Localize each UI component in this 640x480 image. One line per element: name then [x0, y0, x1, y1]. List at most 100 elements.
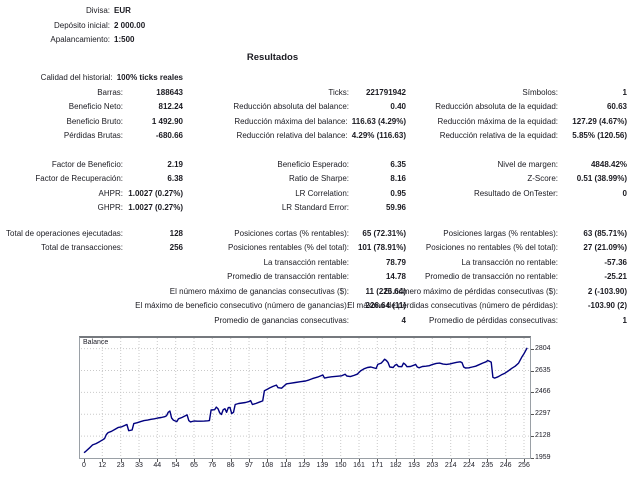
x-axis-label: 224	[463, 462, 475, 469]
x-axis-label: 44	[153, 462, 161, 469]
x-axis-label: 97	[245, 462, 253, 469]
block-gap	[0, 144, 627, 158]
stat-value: 1	[562, 314, 627, 329]
y-axis-label: 2297	[535, 410, 551, 417]
stat-label: Símbolos:	[0, 86, 558, 101]
stat-row-empty	[0, 71, 627, 86]
stat-row: Posiciones largas (% rentables): 63 (85.…	[0, 227, 627, 242]
stat-value: 27 (21.09%)	[562, 241, 627, 256]
setting-row: Apalancamiento: 1:500	[0, 33, 145, 48]
stat-row: Promedio de pérdidas consecutivas: 1	[0, 314, 627, 329]
y-axis-label: 1959	[535, 454, 551, 461]
stats-column-right: Símbolos: 1 Reducción absoluta de la equ…	[0, 71, 627, 328]
stat-row: Reducción máxima de la equidad: 127.29 (…	[0, 115, 627, 130]
stat-label: Posiciones largas (% rentables):	[0, 227, 558, 242]
x-axis-label: 182	[390, 462, 402, 469]
stat-label: La transacción no rentable:	[0, 256, 558, 271]
x-axis-label: 33	[135, 462, 143, 469]
x-axis-label: 235	[481, 462, 493, 469]
stat-value: -57.36	[562, 256, 627, 271]
x-axis-label: 246	[500, 462, 512, 469]
x-axis-label: 12	[98, 462, 106, 469]
stat-label: Z-Score:	[0, 172, 558, 187]
y-axis-tick	[531, 371, 534, 372]
y-axis-tick	[531, 436, 534, 437]
stat-row: La transacción no rentable: -57.36	[0, 256, 627, 271]
stat-label: Nivel de margen:	[0, 158, 558, 173]
y-axis-tick	[531, 414, 534, 415]
stat-label: El máximo de pérdidas consecutivas (núme…	[0, 299, 558, 314]
stat-value: 60.63	[562, 100, 627, 115]
setting-label: Depósito inicial:	[0, 19, 110, 34]
x-axis-label: 118	[280, 462, 291, 469]
y-axis-label: 2635	[535, 367, 551, 374]
stat-value: 4848.42%	[562, 158, 627, 173]
stat-value: 127.29 (4.67%)	[562, 115, 627, 130]
stat-row: Z-Score: 0.51 (38.99%)	[0, 172, 627, 187]
x-axis-label: 150	[335, 462, 347, 469]
stat-value: -103.90 (2)	[562, 299, 627, 314]
stat-value: -25.21	[562, 270, 627, 285]
stat-value: 1	[562, 86, 627, 101]
x-axis-label: 0	[82, 462, 86, 469]
stat-row: Posiciones no rentables (% del total): 2…	[0, 241, 627, 256]
stat-value: 0.51 (38.99%)	[562, 172, 627, 187]
stat-row: Símbolos: 1	[0, 86, 627, 101]
x-axis-label: 65	[190, 462, 198, 469]
x-axis-label: 203	[426, 462, 438, 469]
setting-row: Depósito inicial: 2 000.00	[0, 19, 145, 34]
setting-label: Apalancamiento:	[0, 33, 110, 48]
results-title: Resultados	[0, 52, 545, 63]
setting-value: EUR	[114, 4, 131, 19]
balance-chart: Balance	[79, 336, 531, 459]
stat-row: Nivel de margen: 4848.42%	[0, 158, 627, 173]
stat-row: Reducción relativa de la equidad: 5.85% …	[0, 129, 627, 144]
stat-label: Resultado de OnTester:	[0, 187, 558, 202]
stat-label: El número máximo de pérdidas consecutiva…	[0, 285, 558, 300]
stat-row: El número máximo de pérdidas consecutiva…	[0, 285, 627, 300]
stat-label: Reducción relativa de la equidad:	[0, 129, 558, 144]
y-axis-tick	[531, 458, 534, 459]
x-axis-label: 129	[298, 462, 310, 469]
y-axis-tick	[531, 392, 534, 393]
x-axis-label: 108	[261, 462, 273, 469]
stat-row-empty	[0, 201, 627, 216]
settings-summary: Divisa: EUR Depósito inicial: 2 000.00 A…	[0, 4, 145, 48]
stat-row: Resultado de OnTester: 0	[0, 187, 627, 202]
stat-label: Reducción máxima de la equidad:	[0, 115, 558, 130]
y-axis-tick	[531, 349, 534, 350]
stat-label: Reducción absoluta de la equidad:	[0, 100, 558, 115]
stat-label: Posiciones no rentables (% del total):	[0, 241, 558, 256]
x-axis-label: 161	[353, 462, 365, 469]
strategy-tester-report: { "title": "Resultados", "header": { "ro…	[0, 0, 640, 480]
block-gap	[0, 216, 627, 227]
x-axis-label: 139	[316, 462, 328, 469]
stat-row: El máximo de pérdidas consecutivas (núme…	[0, 299, 627, 314]
stat-value: 63 (85.71%)	[562, 227, 627, 242]
setting-value: 1:500	[114, 33, 134, 48]
stat-row: Promedio de transacción no rentable: -25…	[0, 270, 627, 285]
stat-value: 2 (-103.90)	[562, 285, 627, 300]
x-axis-label: 54	[172, 462, 180, 469]
stat-row: Reducción absoluta de la equidad: 60.63	[0, 100, 627, 115]
stat-label: Promedio de transacción no rentable:	[0, 270, 558, 285]
balance-line	[84, 348, 527, 453]
x-axis-label: 76	[208, 462, 216, 469]
stat-value: 0	[562, 187, 627, 202]
stat-value: 5.85% (120.56)	[562, 129, 627, 144]
setting-row: Divisa: EUR	[0, 4, 145, 19]
balance-chart-plot	[80, 338, 530, 458]
x-axis-label: 171	[371, 462, 383, 469]
x-axis-label: 214	[445, 462, 457, 469]
stat-label: Promedio de pérdidas consecutivas:	[0, 314, 558, 329]
y-axis-label: 2466	[535, 388, 551, 395]
x-axis-label: 86	[227, 462, 235, 469]
setting-value: 2 000.00	[114, 19, 145, 34]
y-axis-label: 2804	[535, 345, 551, 352]
x-axis-label: 256	[518, 462, 530, 469]
chart-legend-balance: Balance	[83, 339, 108, 346]
x-axis-label: 193	[408, 462, 420, 469]
x-axis-label: 23	[117, 462, 125, 469]
setting-label: Divisa:	[0, 4, 110, 19]
y-axis-label: 2128	[535, 432, 551, 439]
